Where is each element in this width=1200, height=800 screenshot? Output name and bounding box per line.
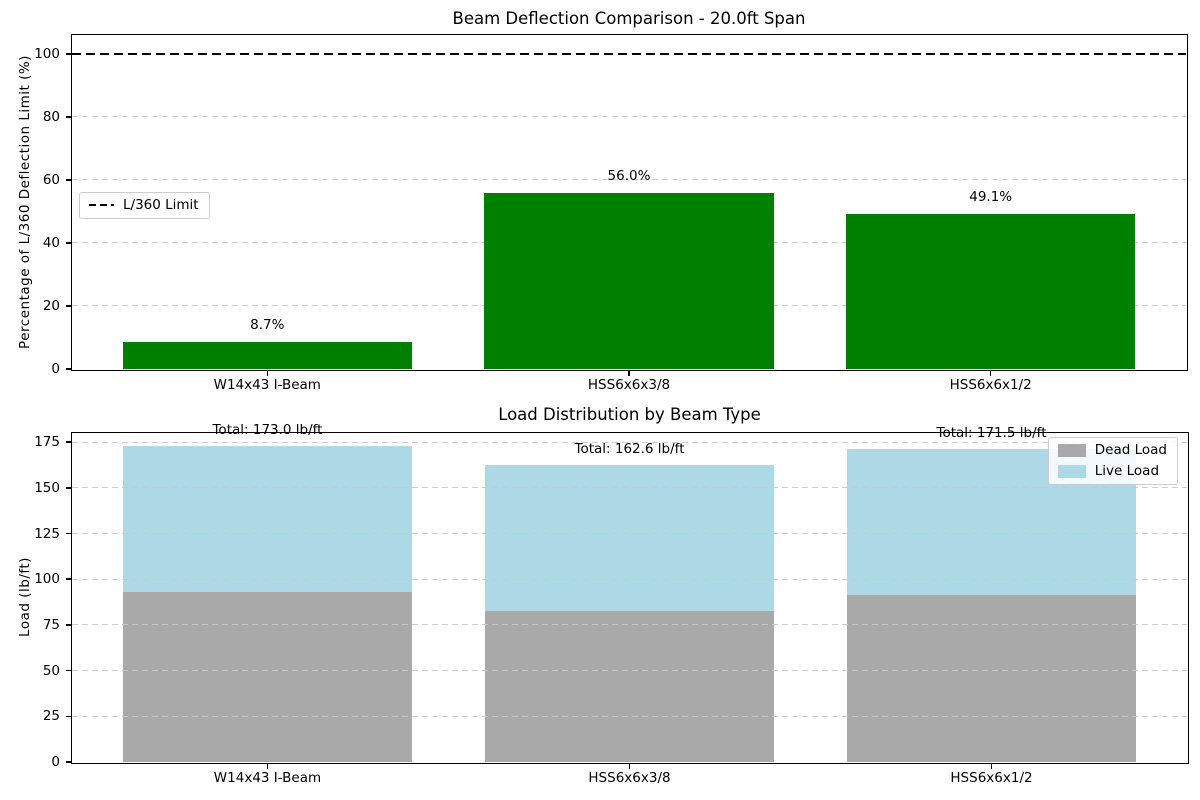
- legend-entry: Live Load: [1057, 463, 1167, 479]
- y-tick-mark: [65, 116, 71, 118]
- limit-legend: L/360 Limit: [79, 192, 210, 219]
- y-tick-mark: [65, 242, 71, 244]
- x-tick-mark: [628, 763, 631, 769]
- y-tick-mark: [65, 532, 71, 535]
- dead-load-bar-segment: [846, 594, 1137, 762]
- y-tick-mark: [65, 179, 71, 181]
- deflection-limit-line: [72, 52, 1186, 56]
- y-tick-label: 150: [34, 479, 60, 496]
- live-load-bar-segment: [484, 464, 775, 612]
- y-tick-label: 20: [42, 297, 60, 314]
- y-tick-mark: [65, 53, 71, 55]
- dashed-line-swatch-icon: [89, 203, 114, 207]
- y-gridline: [72, 578, 1187, 580]
- y-gridline: [72, 179, 1186, 181]
- y-tick-mark: [65, 578, 71, 580]
- x-tick-mark: [990, 763, 993, 769]
- y-gridline: [72, 116, 1186, 118]
- y-tick-mark: [65, 761, 71, 763]
- deflection-chart-y-axis-label: Percentage of L/360 Deflection Limit (%): [17, 55, 33, 349]
- x-tick-mark: [628, 370, 630, 376]
- y-gridline: [72, 715, 1187, 717]
- x-tick-mark: [989, 370, 992, 376]
- legend-label: Dead Load: [1094, 442, 1167, 458]
- y-tick-mark: [65, 624, 71, 626]
- y-tick-label: 75: [42, 616, 60, 633]
- y-tick-label: 50: [42, 662, 60, 679]
- y-tick-mark: [65, 368, 71, 370]
- color-swatch-icon: [1057, 443, 1086, 457]
- x-tick-label: HSS6x6x1/2: [949, 377, 1032, 393]
- y-tick-label: 100: [34, 571, 60, 588]
- load-chart-title: Load Distribution by Beam Type: [498, 405, 761, 424]
- load-legend: Dead Load Live Load: [1047, 437, 1178, 485]
- legend-entry: Dead Load: [1057, 442, 1167, 458]
- bar-value-label: 49.1%: [969, 189, 1013, 206]
- dead-load-bar-segment: [484, 611, 775, 762]
- y-tick-label: 175: [34, 434, 60, 451]
- x-tick-label: W14x43 I-Beam: [213, 770, 322, 786]
- x-tick-mark: [266, 370, 269, 376]
- x-tick-label: HSS6x6x1/2: [950, 770, 1033, 786]
- x-tick-label: W14x43 I-Beam: [213, 377, 321, 393]
- y-tick-mark: [65, 715, 71, 718]
- legend-entry: L/360 Limit: [89, 197, 199, 213]
- y-tick-label: 80: [42, 108, 60, 125]
- y-gridline: [72, 624, 1187, 626]
- dead-load-bar-segment: [122, 592, 413, 762]
- y-gridline: [72, 670, 1187, 672]
- color-swatch-icon: [1057, 464, 1086, 478]
- y-gridline: [72, 487, 1187, 489]
- y-tick-label: 125: [34, 525, 60, 542]
- live-load-bar-segment: [122, 445, 413, 592]
- total-label: Total: 171.5 lb/ft: [936, 424, 1047, 441]
- deflection-bar: [122, 341, 412, 369]
- legend-label: L/360 Limit: [123, 197, 199, 213]
- deflection-bar: [846, 214, 1136, 369]
- total-label: Total: 162.6 lb/ft: [574, 440, 685, 457]
- y-tick-label: 25: [42, 708, 60, 725]
- y-tick-mark: [65, 669, 71, 672]
- y-tick-label: 100: [34, 45, 60, 62]
- legend-label: Live Load: [1094, 463, 1160, 479]
- x-tick-label: HSS6x6x3/8: [587, 377, 671, 393]
- y-tick-mark: [65, 487, 71, 489]
- bar-value-label: 8.7%: [250, 316, 285, 333]
- x-tick-label: HSS6x6x3/8: [588, 770, 671, 786]
- y-tick-label: 0: [51, 361, 60, 377]
- y-tick-mark: [65, 441, 71, 443]
- bar-value-label: 56.0%: [607, 167, 651, 184]
- y-tick-label: 40: [42, 234, 60, 251]
- x-tick-mark: [266, 763, 269, 769]
- y-tick-label: 60: [42, 171, 60, 188]
- y-gridline: [72, 533, 1187, 535]
- load-chart-y-axis-label: Load (lb/ft): [17, 557, 33, 637]
- y-tick-label: 0: [51, 754, 60, 770]
- total-label: Total: 173.0 lb/ft: [212, 421, 323, 438]
- y-gridline: [72, 441, 1187, 443]
- y-tick-mark: [65, 305, 71, 307]
- deflection-chart-title: Beam Deflection Comparison - 20.0ft Span: [452, 9, 806, 28]
- deflection-bar: [484, 192, 774, 369]
